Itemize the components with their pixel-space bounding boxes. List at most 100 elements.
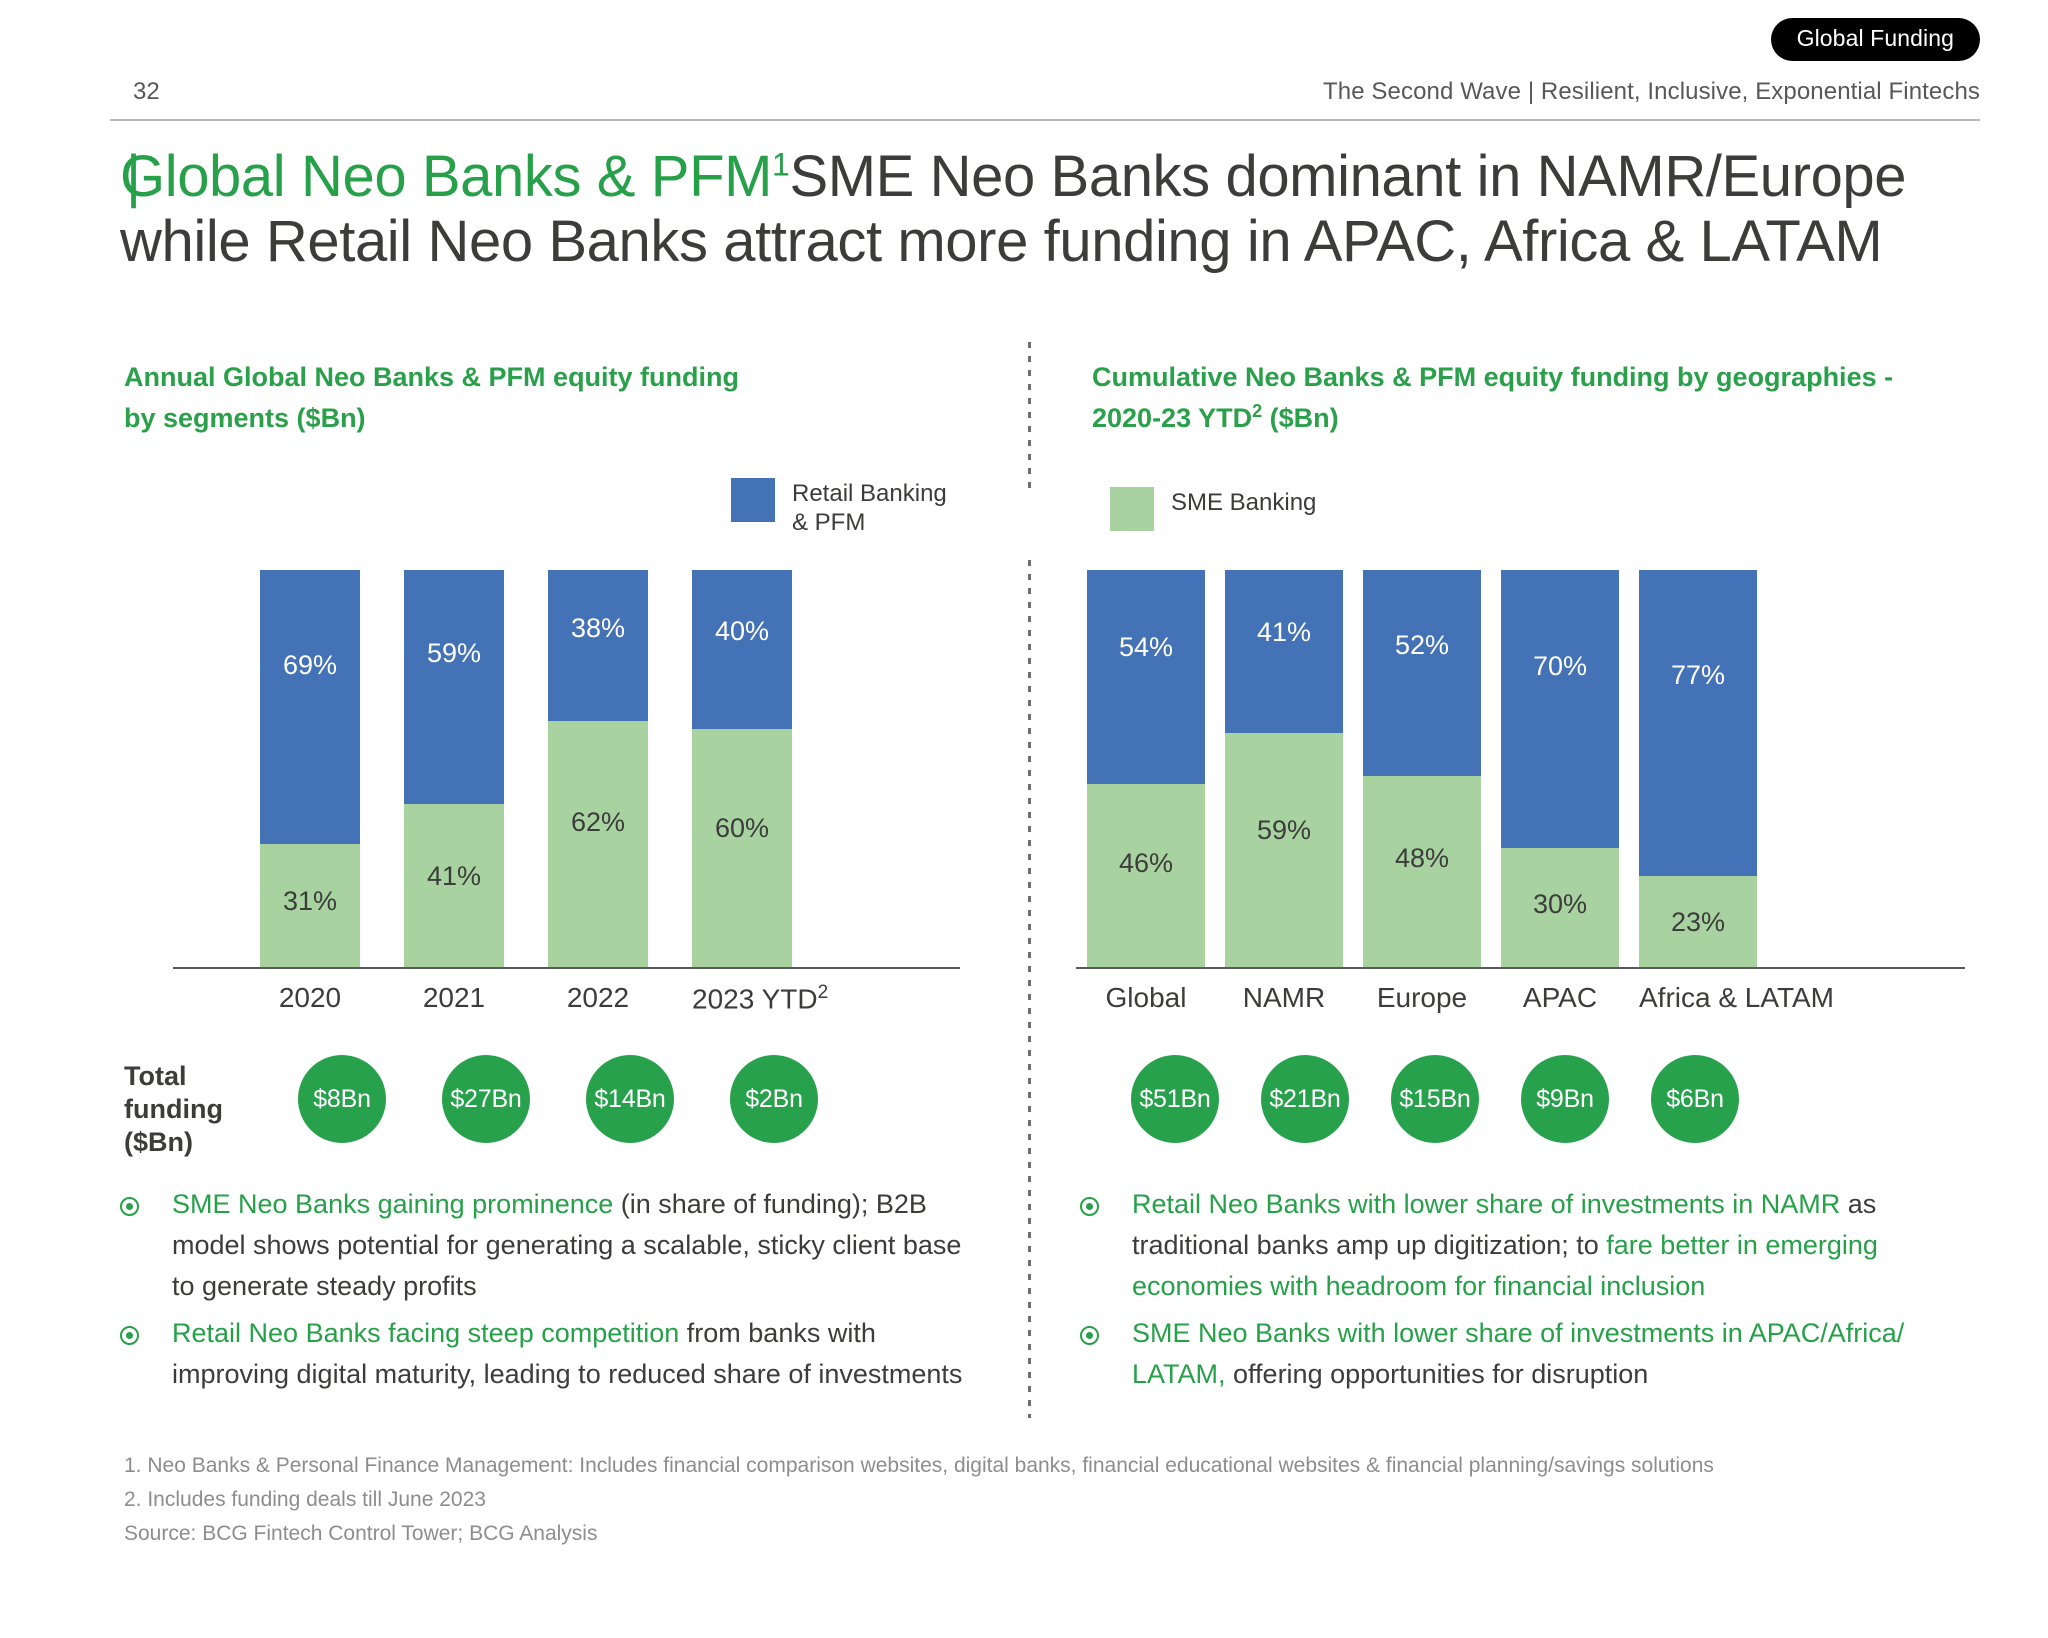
total-funding-bubble: $2Bn xyxy=(730,1055,818,1143)
bar-segment-sme: 62% xyxy=(548,720,648,967)
insight-highlight: SME Neo Banks with lower share of invest… xyxy=(1132,1318,1905,1390)
category-label: 2022 xyxy=(566,982,630,1013)
bullet-dot-icon xyxy=(120,1197,139,1216)
bar-segment-sme: 59% xyxy=(1225,732,1343,967)
bar-column: 52% 48% Europe xyxy=(1363,570,1481,1013)
bar-value-sme: 30% xyxy=(1532,888,1588,919)
bar-column: 40% 60% 2023 YTD2 xyxy=(692,570,828,1014)
section-badge: Global Funding xyxy=(1770,18,1980,61)
right-heading-suffix: ($Bn) xyxy=(1262,402,1339,433)
bar-column: 54% 46% Global xyxy=(1087,570,1205,1013)
bar-value-sme: 59% xyxy=(1256,815,1312,846)
bar-segment-sme: 30% xyxy=(1501,847,1619,967)
stacked-bar[interactable]: 52% 48% xyxy=(1363,570,1481,967)
legend-swatch-retail-icon xyxy=(731,478,775,522)
left-heading-line1: Annual Global Neo Banks & PFM equity fun… xyxy=(124,362,740,392)
category-label: 2020 xyxy=(278,982,342,1013)
insight-highlight: SME Neo Banks gaining prominence xyxy=(172,1189,621,1219)
total-funding-bubble: $8Bn xyxy=(298,1055,386,1143)
insight-text: from banks with improving digital maturi… xyxy=(172,1318,963,1390)
insights-left: SME Neo Banks gaining prominence (in sha… xyxy=(118,1184,978,1401)
total-funding-bubble: $14Bn xyxy=(586,1055,674,1143)
title-green-part: Global Neo Banks & PFM xyxy=(120,144,773,209)
bar-column: 77% 23% Africa & LATAM xyxy=(1639,570,1834,1013)
stacked-bar[interactable]: 38% 62% xyxy=(548,570,648,967)
total-funding-bubble: $27Bn xyxy=(442,1055,530,1143)
bar-group-right: 54% 46% Global 41% 59% NAMR 52% 48% Europe 70% 30%… xyxy=(1087,570,1952,1013)
stacked-bar[interactable]: 59% 41% xyxy=(404,570,504,967)
bar-value-retail: 54% xyxy=(1118,632,1174,663)
bar-column: 41% 59% NAMR xyxy=(1225,570,1343,1013)
bar-value-retail: 41% xyxy=(1256,616,1312,647)
category-label: APAC xyxy=(1522,982,1598,1013)
bar-segment-sme: 46% xyxy=(1087,784,1205,967)
chart-cumulative-by-geography: 54% 46% Global 41% 59% NAMR 52% 48% Europe 70% 30%… xyxy=(1076,570,1965,1013)
insight-bullet: SME Neo Banks with lower share of invest… xyxy=(1078,1313,1998,1395)
stacked-bar[interactable]: 41% 59% xyxy=(1225,570,1343,967)
total-funding-bubble: $21Bn xyxy=(1261,1055,1349,1143)
footnotes: 1. Neo Banks & Personal Finance Manageme… xyxy=(124,1449,1984,1551)
category-label: 2023 YTD2 xyxy=(692,982,829,1015)
bar-group-left: 69% 31% 2020 59% 41% 2021 38% 62% 2022 40% 60% 2023… xyxy=(230,570,960,1014)
category-label: Europe xyxy=(1376,982,1468,1013)
bar-value-sme: 41% xyxy=(426,860,482,891)
bar-column: 70% 30% APAC xyxy=(1501,570,1619,1013)
legend-swatch-sme-icon xyxy=(1110,487,1154,531)
bar-segment-retail: 69% xyxy=(260,570,360,844)
total-funding-bubble: $6Bn xyxy=(1651,1055,1739,1143)
footnote-line: 1. Neo Banks & Personal Finance Manageme… xyxy=(124,1454,1714,1477)
deck-title: The Second Wave | Resilient, Inclusive, … xyxy=(1323,78,1980,105)
bar-value-sme: 31% xyxy=(282,886,338,917)
bar-column: 38% 62% 2022 xyxy=(548,570,648,1013)
right-heading-prefix: 2020-23 YTD xyxy=(1092,402,1253,433)
bar-value-retail: 70% xyxy=(1532,651,1588,682)
bullet-dot-icon xyxy=(120,1326,139,1346)
bar-value-retail: 69% xyxy=(282,650,338,681)
bar-column: 59% 41% 2021 xyxy=(404,570,504,1013)
header-divider xyxy=(110,119,1980,121)
title-dark-part: SME Neo Banks dominant in NAMR/Europe wh… xyxy=(120,144,1907,274)
panel-divider-main xyxy=(1028,560,1031,1418)
category-label: Global xyxy=(1105,982,1187,1013)
bar-value-sme: 48% xyxy=(1394,843,1450,874)
bar-value-retail: 77% xyxy=(1670,659,1726,690)
legend-label-sme: SME Banking xyxy=(1171,489,1317,516)
bar-segment-sme: 60% xyxy=(692,728,792,967)
x-axis-line-left xyxy=(173,967,960,969)
insight-bullet: Retail Neo Banks with lower share of inv… xyxy=(1078,1184,1998,1307)
bullet-dot-icon xyxy=(1080,1197,1099,1216)
legend-retail-banking: Retail Banking & PFM xyxy=(731,478,947,538)
bar-value-retail: 40% xyxy=(714,615,770,646)
bar-segment-retail: 40% xyxy=(692,570,792,729)
bar-value-retail: 52% xyxy=(1394,629,1450,660)
x-axis-line-right xyxy=(1076,967,1965,969)
bar-value-sme: 62% xyxy=(570,807,626,838)
stacked-bar[interactable]: 70% 30% xyxy=(1501,570,1619,967)
left-panel-heading: Annual Global Neo Banks & PFM equity fun… xyxy=(124,357,844,438)
category-label: 2021 xyxy=(422,982,486,1013)
category-label: NAMR xyxy=(1242,982,1326,1013)
stacked-bar[interactable]: 77% 23% xyxy=(1639,570,1757,967)
left-heading-line2: by segments ($Bn) xyxy=(124,402,366,433)
page-title: Global Neo Banks & PFM1 | SME Neo Banks do… xyxy=(120,144,2000,275)
bar-value-sme: 60% xyxy=(714,812,770,843)
chart-annual-by-segments: 69% 31% 2020 59% 41% 2021 38% 62% 2022 40% 60% 2023… xyxy=(173,570,960,1014)
title-superscript: 1 xyxy=(772,146,790,183)
bar-segment-sme: 41% xyxy=(404,804,504,967)
bar-segment-retail: 52% xyxy=(1363,570,1481,777)
bar-segment-retail: 54% xyxy=(1087,570,1205,785)
legend-sme-banking: SME Banking xyxy=(1110,487,1316,531)
stacked-bar[interactable]: 54% 46% xyxy=(1087,570,1205,967)
right-panel-heading: Cumulative Neo Banks & PFM equity fundin… xyxy=(1092,357,1992,438)
bar-segment-sme: 48% xyxy=(1363,776,1481,967)
bar-value-sme: 23% xyxy=(1670,906,1726,937)
total-funding-bubble: $15Bn xyxy=(1391,1055,1479,1143)
bar-value-sme: 46% xyxy=(1118,848,1174,879)
total-funding-bubble: $51Bn xyxy=(1131,1055,1219,1143)
stacked-bar[interactable]: 40% 60% xyxy=(692,570,792,967)
insight-highlight: fare better in emerging economies with h… xyxy=(1132,1230,1878,1302)
bar-column: 69% 31% 2020 xyxy=(260,570,360,1013)
bar-value-retail: 38% xyxy=(570,613,626,644)
stacked-bar[interactable]: 69% 31% xyxy=(260,570,360,967)
